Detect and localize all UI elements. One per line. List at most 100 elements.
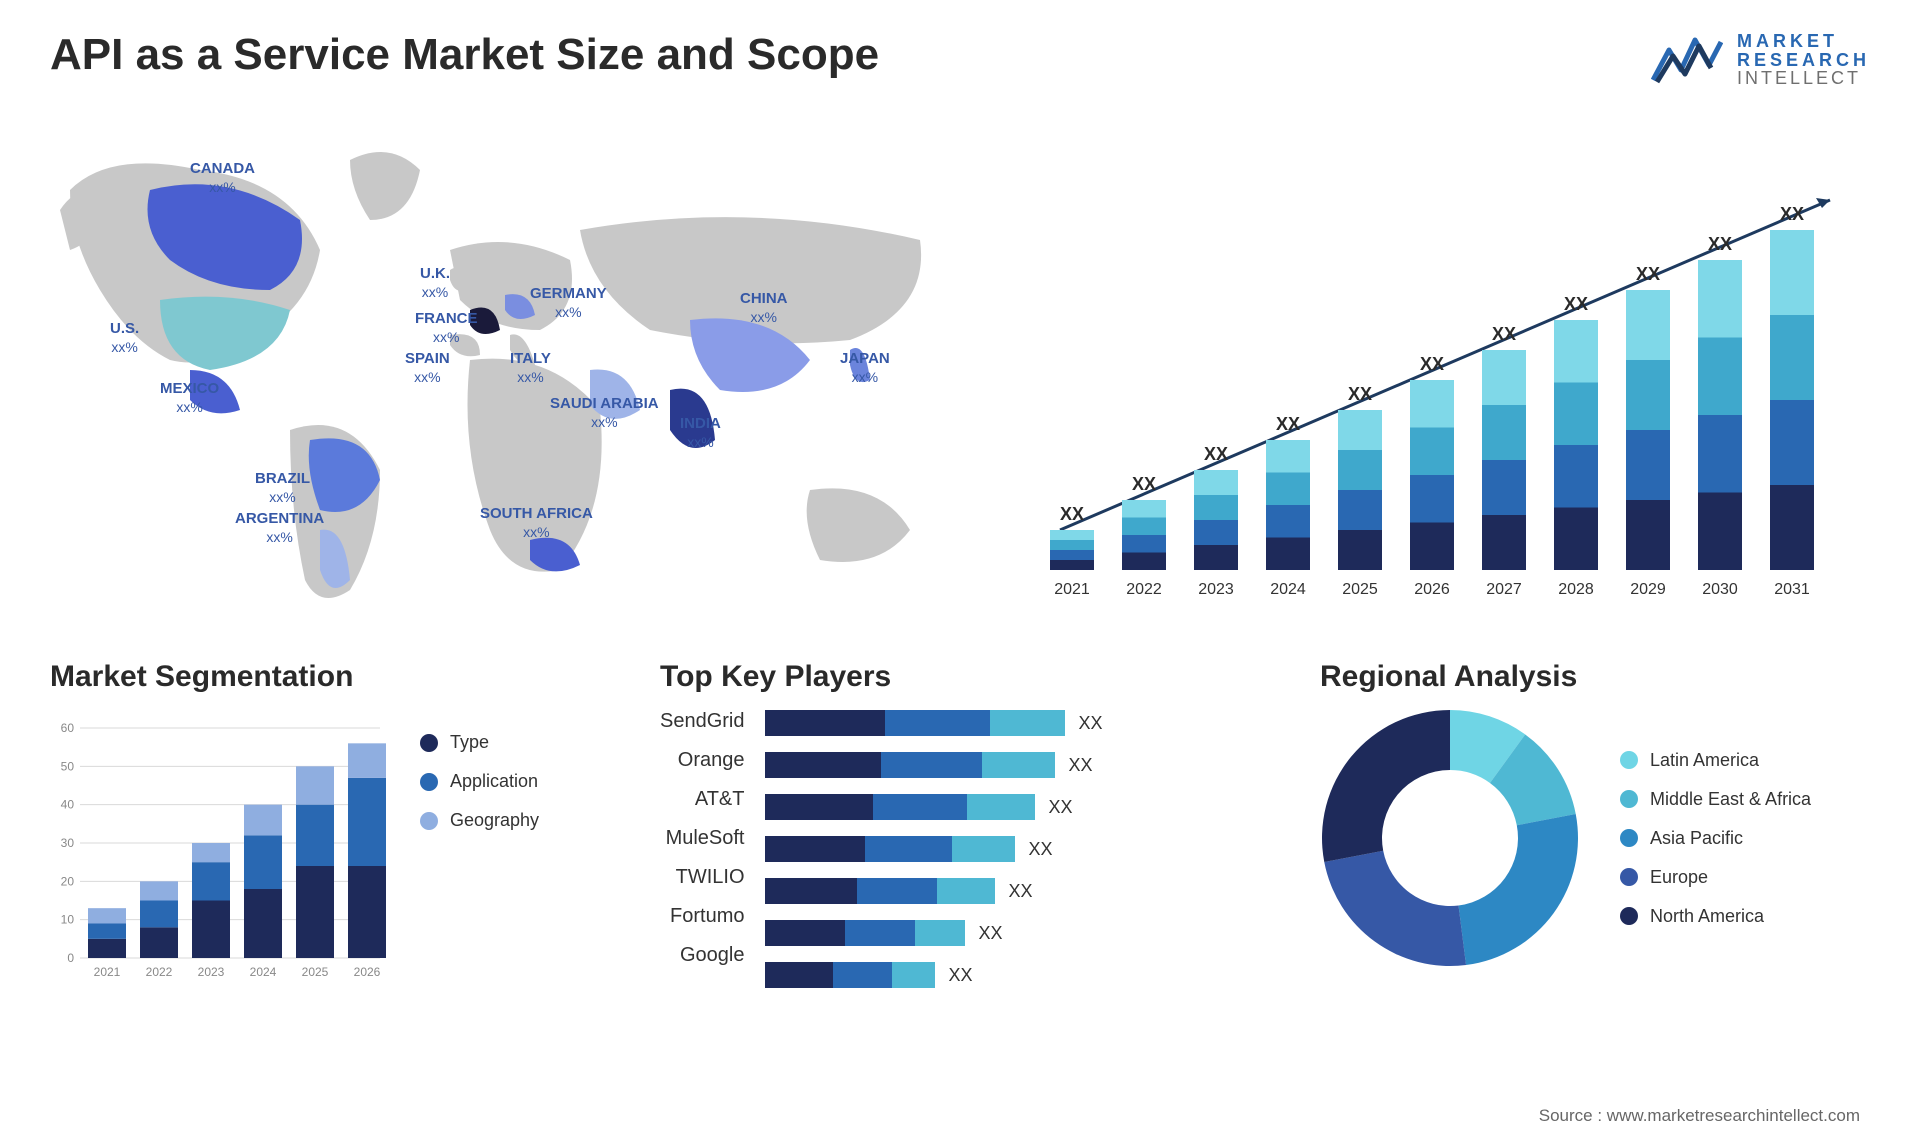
segmentation-panel: Market Segmentation 0 10 20 30 40 50 60 2021 202… (50, 660, 620, 988)
svg-text:XX: XX (1636, 264, 1660, 284)
map-label-south-africa: SOUTH AFRICAxx% (480, 505, 593, 541)
svg-text:2030: 2030 (1702, 581, 1738, 598)
region-legend-asia-pacific: Asia Pacific (1620, 828, 1811, 849)
svg-text:2024: 2024 (1270, 581, 1306, 598)
svg-text:60: 60 (61, 721, 75, 735)
svg-text:2031: 2031 (1774, 581, 1810, 598)
svg-text:2022: 2022 (146, 965, 173, 979)
svg-text:XX: XX (1132, 474, 1156, 494)
player-name-orange: Orange (660, 749, 745, 772)
player-bar-row: XX (765, 836, 1281, 862)
svg-text:20: 20 (61, 874, 75, 888)
segmentation-chart: 0 10 20 30 40 50 60 2021 2022 2023 2024 2025 2026 (50, 708, 390, 988)
region-legend-europe: Europe (1620, 867, 1811, 888)
map-label-mexico: MEXICOxx% (160, 380, 219, 416)
seg-legend-type: Type (420, 732, 539, 753)
player-value-label: XX (1049, 797, 1073, 818)
brand-logo: MARKET RESEARCH INTELLECT (1651, 30, 1870, 90)
svg-text:XX: XX (1420, 354, 1444, 374)
map-label-spain: SPAINxx% (405, 350, 450, 386)
svg-text:2024: 2024 (250, 965, 277, 979)
svg-text:2021: 2021 (1054, 581, 1090, 598)
players-panel: Top Key Players SendGrid Orange AT&T MuleSo… (660, 660, 1280, 988)
players-bars: XX XX XX XX XX XX XX (765, 708, 1281, 988)
svg-text:2021: 2021 (94, 965, 121, 979)
player-value-label: XX (979, 923, 1003, 944)
svg-text:2025: 2025 (302, 965, 329, 979)
map-label-france: FRANCExx% (415, 310, 478, 346)
svg-text:XX: XX (1348, 384, 1372, 404)
player-bar-row: XX (765, 710, 1281, 736)
map-label-saudi-arabia: SAUDI ARABIAxx% (550, 395, 659, 431)
svg-text:2026: 2026 (1414, 581, 1450, 598)
map-label-u-k-: U.K.xx% (420, 265, 450, 301)
svg-text:XX: XX (1708, 234, 1732, 254)
svg-text:XX: XX (1492, 324, 1516, 344)
growth-chart-panel: XX 2021 XX 2022 XX 2023 XX 2024 XX 2025 XX 2026 XX 20… (1030, 110, 1870, 630)
player-name-google: Google (660, 944, 745, 967)
player-value-label: XX (1079, 713, 1103, 734)
player-value-label: XX (1029, 839, 1053, 860)
logo-line1: MARKET (1737, 32, 1870, 51)
svg-text:0: 0 (67, 951, 74, 965)
svg-text:XX: XX (1564, 294, 1588, 314)
svg-text:50: 50 (61, 759, 75, 773)
map-label-india: INDIAxx% (680, 415, 721, 451)
svg-text:10: 10 (61, 913, 75, 927)
player-bar-row: XX (765, 878, 1281, 904)
map-label-argentina: ARGENTINAxx% (235, 510, 324, 546)
logo-line3: INTELLECT (1737, 69, 1870, 88)
player-name-att: AT&T (660, 788, 745, 811)
map-label-china: CHINAxx% (740, 290, 788, 326)
player-value-label: XX (1009, 881, 1033, 902)
regional-panel: Regional Analysis Latin America Middle Ea… (1320, 660, 1870, 988)
page-title: API as a Service Market Size and Scope (50, 30, 879, 80)
growth-chart: XX 2021 XX 2022 XX 2023 XX 2024 XX 2025 XX 2026 XX 20… (1030, 110, 1870, 630)
players-title: Top Key Players (660, 660, 1280, 694)
map-label-canada: CANADAxx% (190, 160, 255, 196)
map-label-brazil: BRAZILxx% (255, 470, 310, 506)
regional-legend: Latin America Middle East & Africa Asia Pa… (1620, 750, 1811, 927)
player-name-fortumo: Fortumo (660, 905, 745, 928)
player-bar-row: XX (765, 794, 1281, 820)
segmentation-legend: Type Application Geography (420, 708, 539, 988)
svg-text:2022: 2022 (1126, 581, 1162, 598)
seg-legend-geography: Geography (420, 810, 539, 831)
player-name-mulesoft: MuleSoft (660, 827, 745, 850)
world-map-panel: CANADAxx% U.S.xx% MEXICOxx% BRAZILxx% ARGENT… (50, 110, 990, 630)
region-legend-north-america: North America (1620, 906, 1811, 927)
svg-text:XX: XX (1276, 414, 1300, 434)
player-bar-row: XX (765, 962, 1281, 988)
seg-legend-application: Application (420, 771, 539, 792)
svg-text:XX: XX (1060, 504, 1084, 524)
svg-text:2029: 2029 (1630, 581, 1666, 598)
map-label-u-s-: U.S.xx% (110, 320, 139, 356)
logo-line2: RESEARCH (1737, 51, 1870, 70)
map-label-japan: JAPANxx% (840, 350, 890, 386)
map-label-italy: ITALYxx% (510, 350, 551, 386)
svg-text:2023: 2023 (198, 965, 225, 979)
map-label-germany: GERMANYxx% (530, 285, 607, 321)
svg-text:XX: XX (1780, 204, 1804, 224)
region-legend-middle-east---africa: Middle East & Africa (1620, 789, 1811, 810)
player-name-twilio: TWILIO (660, 866, 745, 889)
region-legend-latin-america: Latin America (1620, 750, 1811, 771)
svg-text:2027: 2027 (1486, 581, 1522, 598)
segmentation-title: Market Segmentation (50, 660, 620, 694)
player-bar-row: XX (765, 752, 1281, 778)
source-text: Source : www.marketresearchintellect.com (1539, 1106, 1860, 1126)
player-value-label: XX (949, 965, 973, 986)
regional-title: Regional Analysis (1320, 660, 1870, 694)
logo-icon (1651, 30, 1723, 90)
svg-text:2023: 2023 (1198, 581, 1234, 598)
player-value-label: XX (1069, 755, 1093, 776)
svg-text:2026: 2026 (354, 965, 381, 979)
svg-text:30: 30 (61, 836, 75, 850)
svg-text:2028: 2028 (1558, 581, 1594, 598)
svg-text:2025: 2025 (1342, 581, 1378, 598)
regional-donut (1320, 708, 1580, 968)
player-bar-row: XX (765, 920, 1281, 946)
player-name-sendgrid: SendGrid (660, 710, 745, 733)
svg-text:40: 40 (61, 798, 75, 812)
players-names: SendGrid Orange AT&T MuleSoft TWILIO Fortumo G… (660, 708, 745, 988)
